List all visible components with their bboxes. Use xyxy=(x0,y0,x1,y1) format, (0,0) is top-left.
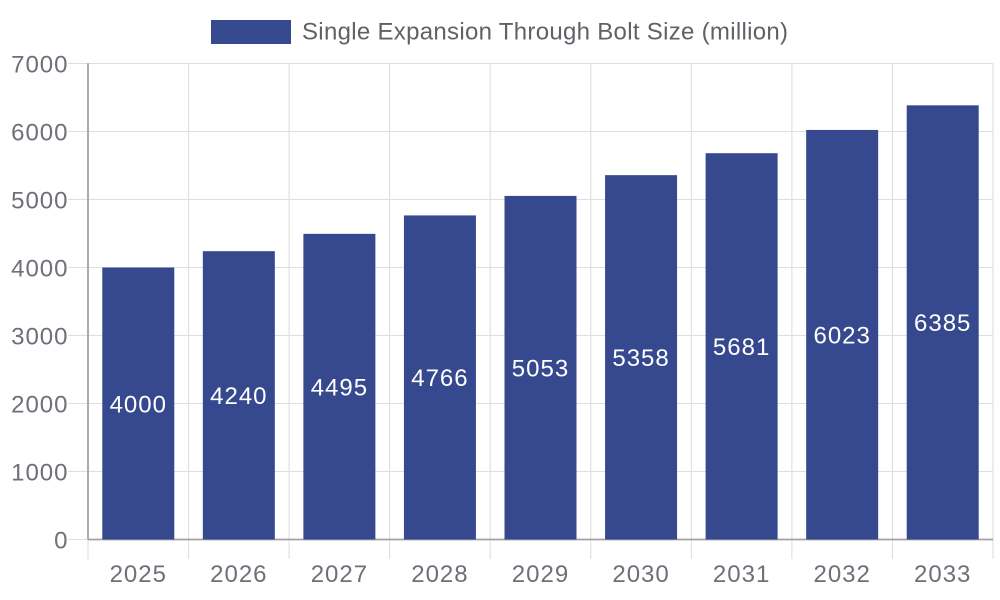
svg-text:2028: 2028 xyxy=(411,561,468,588)
svg-text:5681: 5681 xyxy=(713,334,770,361)
svg-text:2029: 2029 xyxy=(512,561,569,588)
svg-text:2025: 2025 xyxy=(110,561,167,588)
svg-text:4240: 4240 xyxy=(210,383,267,410)
svg-text:2031: 2031 xyxy=(713,561,770,588)
svg-text:3000: 3000 xyxy=(11,323,68,350)
svg-text:0: 0 xyxy=(54,527,68,554)
svg-text:2033: 2033 xyxy=(914,561,971,588)
svg-text:2000: 2000 xyxy=(11,391,68,418)
svg-text:6385: 6385 xyxy=(914,310,971,337)
svg-text:2030: 2030 xyxy=(612,561,669,588)
svg-text:1000: 1000 xyxy=(11,459,68,486)
svg-text:5000: 5000 xyxy=(11,187,68,214)
svg-text:6023: 6023 xyxy=(813,322,870,349)
svg-text:4766: 4766 xyxy=(411,365,468,392)
svg-text:5358: 5358 xyxy=(612,345,669,372)
svg-text:5053: 5053 xyxy=(512,355,569,382)
svg-text:2026: 2026 xyxy=(210,561,267,588)
svg-text:6000: 6000 xyxy=(11,119,68,146)
svg-text:2032: 2032 xyxy=(813,561,870,588)
svg-text:7000: 7000 xyxy=(11,51,68,78)
svg-text:4495: 4495 xyxy=(311,374,368,401)
svg-text:2027: 2027 xyxy=(311,561,368,588)
svg-text:4000: 4000 xyxy=(110,391,167,418)
svg-text:Single Expansion Through Bolt: Single Expansion Through Bolt Size (mill… xyxy=(302,19,788,46)
svg-text:4000: 4000 xyxy=(11,255,68,282)
